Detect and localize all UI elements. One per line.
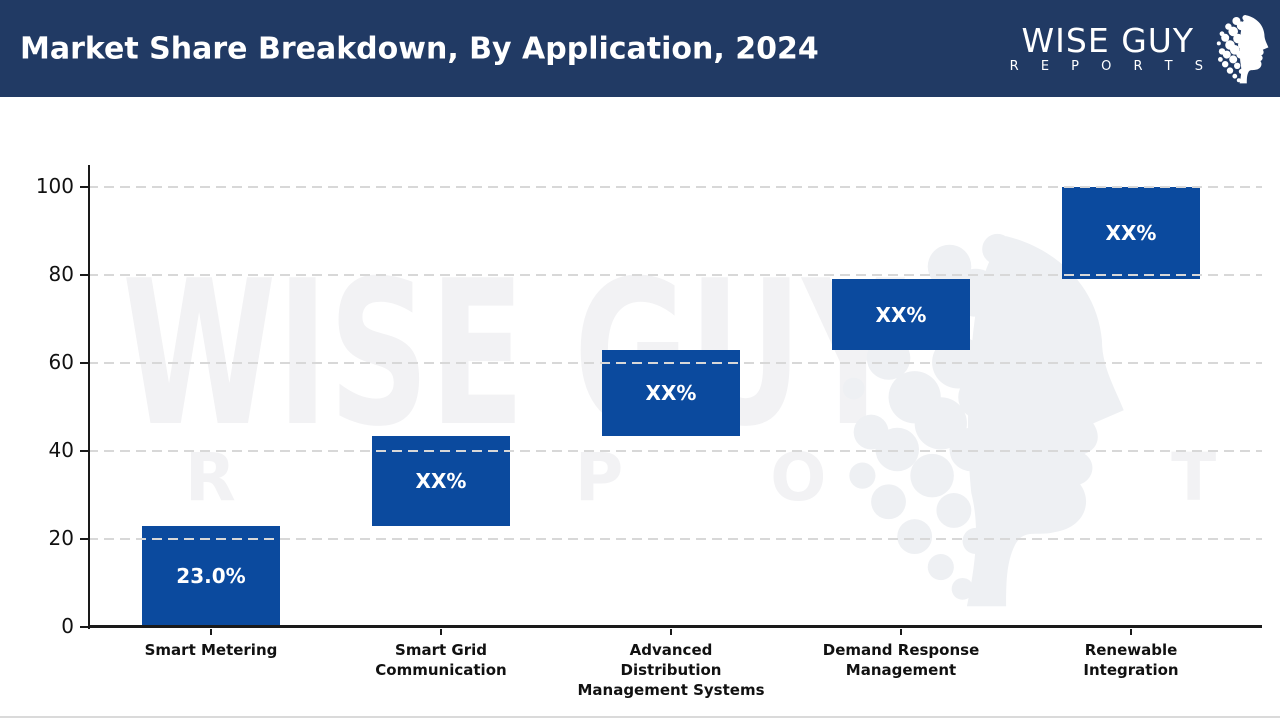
x-category-label-line: Demand Response	[822, 641, 980, 659]
brand-logo: WISE GUY R E P O R T S	[1004, 6, 1270, 92]
bottom-divider	[0, 716, 1280, 718]
bar-segment: 23.0%	[142, 525, 280, 627]
y-gridline	[88, 450, 1262, 452]
y-axis-tick	[80, 186, 88, 188]
y-tick-label: 0	[61, 614, 74, 638]
brand-name: WISE GUY	[1021, 20, 1195, 60]
y-axis-tick	[80, 538, 88, 540]
x-category-label-line: Smart Grid	[395, 641, 487, 659]
bar-value-label: XX%	[645, 380, 697, 405]
x-axis-tick	[670, 629, 672, 635]
header-bar: Market Share Breakdown, By Application, …	[0, 0, 1280, 97]
x-category-label: Smart Metering	[95, 640, 327, 660]
y-tick-label: 20	[48, 526, 74, 550]
bar-segment: XX%	[832, 279, 970, 350]
x-category-label-line: Communication	[375, 661, 507, 679]
y-gridline	[88, 538, 1262, 540]
watermark-text-primary: WISE GUY	[122, 238, 904, 471]
y-axis-tick	[80, 362, 88, 364]
x-axis-line	[88, 625, 1262, 628]
y-axis-tick	[80, 626, 88, 628]
bar-value-label: XX%	[1105, 221, 1157, 246]
bar-segment: XX%	[602, 349, 740, 436]
x-category-label: Renewable Integration	[1015, 640, 1247, 680]
y-gridline	[88, 186, 1262, 188]
y-tick-label: 40	[48, 438, 74, 462]
x-category-label-line: Management Systems	[577, 681, 765, 699]
bar-value-label: XX%	[875, 302, 927, 327]
x-category-label-line: Smart Metering	[144, 641, 278, 659]
x-category-label-line: Integration	[1083, 661, 1179, 679]
x-category-label: Smart Grid Communication	[325, 640, 557, 680]
x-axis-tick	[440, 629, 442, 635]
y-gridline	[88, 274, 1262, 276]
x-category-label-line: Management	[845, 661, 957, 679]
x-axis-tick	[1130, 629, 1132, 635]
x-category-label-line: Distribution	[620, 661, 722, 679]
y-gridline	[88, 362, 1262, 364]
brand-subtitle: R E P O R T S	[1009, 59, 1212, 75]
watermark-text-secondary: R E P O R T S	[185, 439, 1280, 516]
x-axis-tick	[210, 629, 212, 635]
bar-value-label: XX%	[415, 468, 467, 493]
y-axis-tick	[80, 450, 88, 452]
x-category-label-line: Advanced	[629, 641, 713, 659]
x-category-label: Demand Response Management	[785, 640, 1017, 680]
y-axis-line	[88, 165, 90, 629]
page-title: Market Share Breakdown, By Application, …	[20, 31, 819, 66]
bar-segment: XX%	[1062, 187, 1200, 280]
bar-value-label: 23.0%	[176, 564, 246, 589]
plot-area: WISE GUY R E P O R T S 23.0% Smart Meteri…	[0, 97, 1280, 720]
x-axis-tick	[900, 629, 902, 635]
watermark-head-icon	[765, 223, 1195, 615]
wiseguy-head-icon	[1214, 10, 1270, 88]
y-axis-tick	[80, 274, 88, 276]
y-tick-label: 60	[48, 350, 74, 374]
brand-logo-text: WISE GUY R E P O R T S	[1004, 20, 1212, 75]
x-category-label-line: Renewable	[1084, 641, 1178, 659]
y-tick-label: 80	[48, 262, 74, 286]
y-tick-label: 100	[35, 174, 74, 198]
x-category-label: Advanced Distribution Management Systems	[555, 640, 787, 700]
